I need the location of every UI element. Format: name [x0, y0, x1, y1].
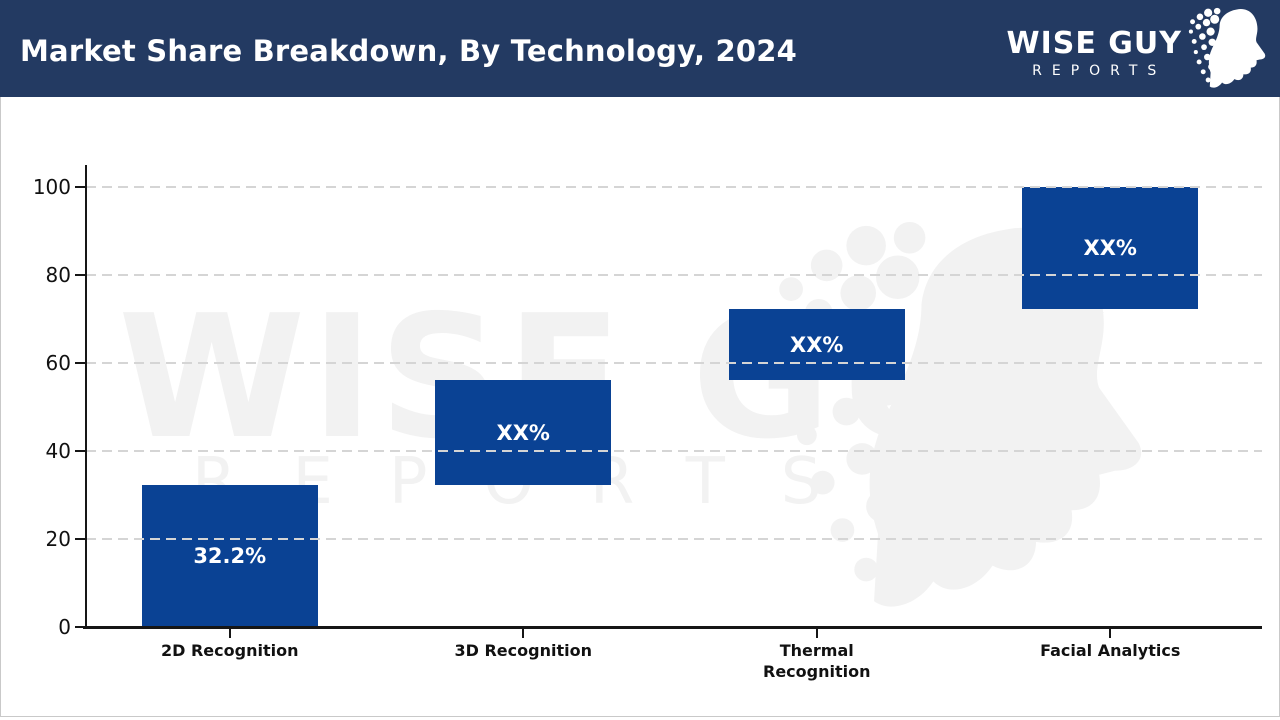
bar-value-label-2d-recognition: 32.2%	[193, 544, 267, 569]
gridline-100	[86, 186, 1262, 188]
y-tick-80	[75, 274, 85, 276]
bar-value-label-facial-analytics: XX%	[1083, 236, 1137, 261]
bar-2d-recognition	[141, 485, 318, 627]
x-axis	[83, 626, 1262, 629]
y-axis	[85, 165, 87, 629]
y-tick-60	[75, 362, 85, 364]
bar-facial-analytics	[1022, 187, 1199, 310]
brand-logo-text: WISE GUY REPORTS	[1006, 25, 1182, 79]
y-tick-0	[75, 626, 85, 628]
y-tick-100	[75, 186, 85, 188]
y-tick-label-0: 0	[58, 615, 71, 639]
gridline-80	[86, 274, 1262, 276]
x-tick-thermal-recognition	[815, 629, 818, 638]
category-label-2d-recognition: 2D Recognition	[161, 641, 299, 660]
gridline-60	[86, 362, 1262, 364]
y-tick-20	[75, 538, 85, 540]
brand-logo: WISE GUY REPORTS	[1006, 6, 1268, 90]
logo-subtitle: REPORTS	[1032, 62, 1167, 79]
x-tick-2d-recognition	[228, 629, 231, 638]
category-label-3d-recognition: 3D Recognition	[454, 641, 592, 660]
bar-thermal-recognition	[728, 309, 905, 380]
bar-value-label-3d-recognition: XX%	[496, 420, 550, 445]
y-tick-label-60: 60	[45, 351, 71, 375]
gridline-20	[86, 538, 1262, 540]
bar-value-label-thermal-recognition: XX%	[790, 332, 844, 357]
page-border-left	[0, 97, 1, 717]
y-tick-label-80: 80	[45, 263, 71, 287]
category-label-facial-analytics: Facial Analytics	[1040, 641, 1181, 660]
y-tick-label-20: 20	[45, 527, 71, 551]
header: Market Share Breakdown, By Technology, 2…	[0, 0, 1280, 97]
y-tick-label-100: 100	[32, 175, 71, 199]
logo-wordmark: WISE GUY	[1006, 25, 1182, 61]
page-title: Market Share Breakdown, By Technology, 2…	[20, 34, 798, 68]
x-tick-3d-recognition	[522, 629, 525, 638]
category-label-thermal-recognition: Thermal Recognition	[763, 641, 871, 681]
page-border-bottom	[0, 716, 1280, 717]
gridline-40	[86, 450, 1262, 452]
x-tick-facial-analytics	[1109, 629, 1112, 638]
logo-head-icon	[1186, 6, 1268, 90]
bar-3d-recognition	[435, 379, 612, 486]
y-tick-40	[75, 450, 85, 452]
y-tick-label-40: 40	[45, 439, 71, 463]
